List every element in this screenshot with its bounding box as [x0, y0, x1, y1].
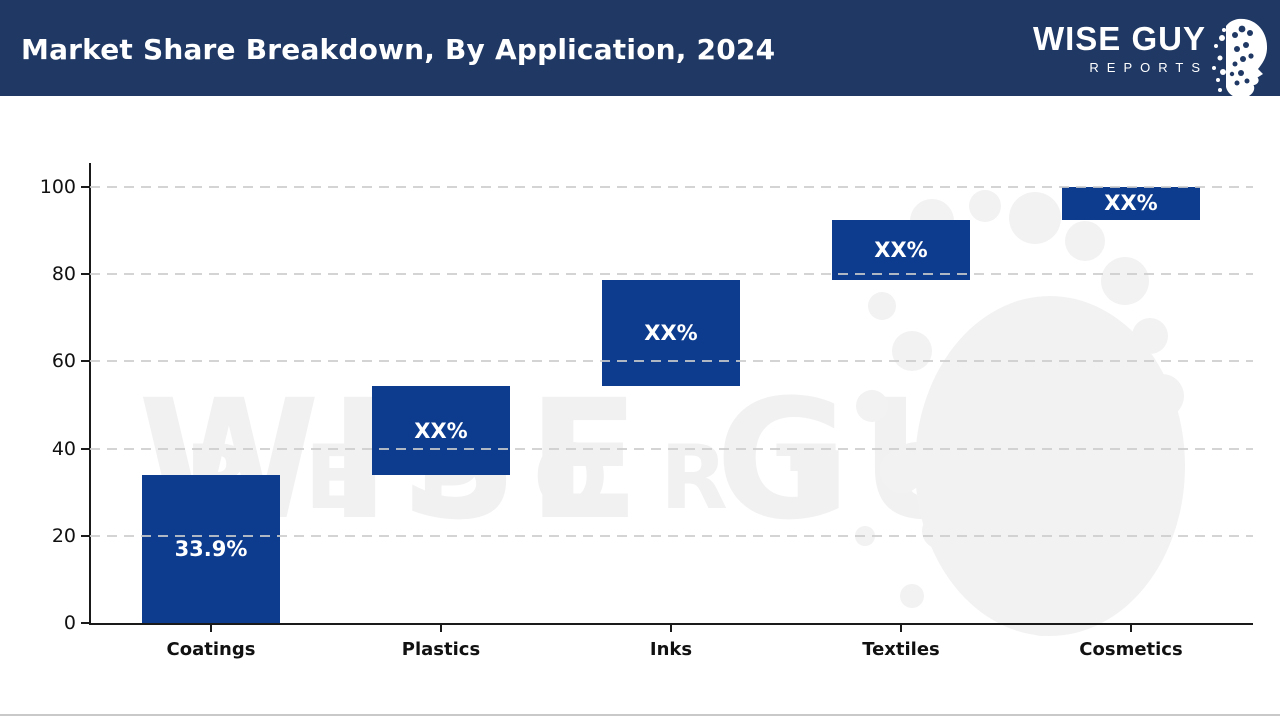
- x-tick-mark-plastics: [440, 625, 442, 632]
- y-tick-mark-80: [81, 273, 90, 276]
- y-axis-spine: [89, 163, 91, 625]
- y-tick-label-40: 40: [51, 437, 76, 460]
- bar-value-label-inks: XX%: [644, 321, 698, 346]
- gridline-20: [90, 534, 1253, 537]
- bar-plastics: XX%: [372, 386, 510, 476]
- bar-textiles: XX%: [832, 219, 970, 281]
- bar-value-label-textiles: XX%: [874, 237, 928, 262]
- x-tick-mark-cosmetics: [1130, 625, 1132, 632]
- bar-inks: XX%: [602, 280, 740, 387]
- bar-value-label-cosmetics: XX%: [1104, 191, 1158, 216]
- chart-title: Market Share Breakdown, By Application, …: [21, 33, 776, 66]
- x-tick-label-cosmetics: Cosmetics: [1079, 639, 1183, 660]
- bottom-border-line: [0, 714, 1280, 716]
- bar-cosmetics: XX%: [1062, 187, 1200, 220]
- gridline-80: [90, 273, 1253, 276]
- y-tick-mark-60: [81, 360, 90, 363]
- wise-guy-reports-logo: WISE GUY REPORTS: [1032, 16, 1272, 98]
- header-bar: Market Share Breakdown, By Application, …: [0, 0, 1280, 98]
- y-tick-label-60: 60: [51, 350, 76, 373]
- x-tick-mark-inks: [670, 625, 672, 632]
- gridline-40: [90, 447, 1253, 450]
- logo-subtext: REPORTS: [1089, 60, 1208, 75]
- y-tick-mark-0: [81, 622, 90, 624]
- bar-value-label-coatings: 33.9%: [174, 537, 248, 562]
- y-tick-mark-100: [81, 186, 90, 188]
- y-tick-label-0: 0: [63, 612, 76, 634]
- x-axis-spine: [89, 623, 1253, 625]
- x-tick-label-plastics: Plastics: [401, 639, 481, 660]
- x-tick-label-coatings: Coatings: [166, 639, 256, 660]
- gridline-60: [90, 360, 1253, 363]
- y-tick-label-80: 80: [51, 263, 76, 286]
- x-tick-mark-textiles: [900, 625, 902, 632]
- x-tick-mark-coatings: [210, 625, 212, 632]
- x-tick-label-textiles: Textiles: [862, 639, 940, 660]
- gridline-100: [90, 186, 1253, 188]
- y-tick-mark-20: [81, 534, 90, 537]
- y-tick-mark-40: [81, 447, 90, 450]
- y-tick-label-20: 20: [51, 524, 76, 547]
- logo-wordmark: WISE GUY: [1032, 20, 1206, 57]
- y-tick-label-100: 100: [39, 176, 76, 198]
- logo-face-icon: [1212, 18, 1268, 98]
- bar-value-label-plastics: XX%: [414, 418, 468, 443]
- x-tick-label-inks: Inks: [649, 639, 693, 660]
- bar-coatings: 33.9%: [142, 475, 280, 623]
